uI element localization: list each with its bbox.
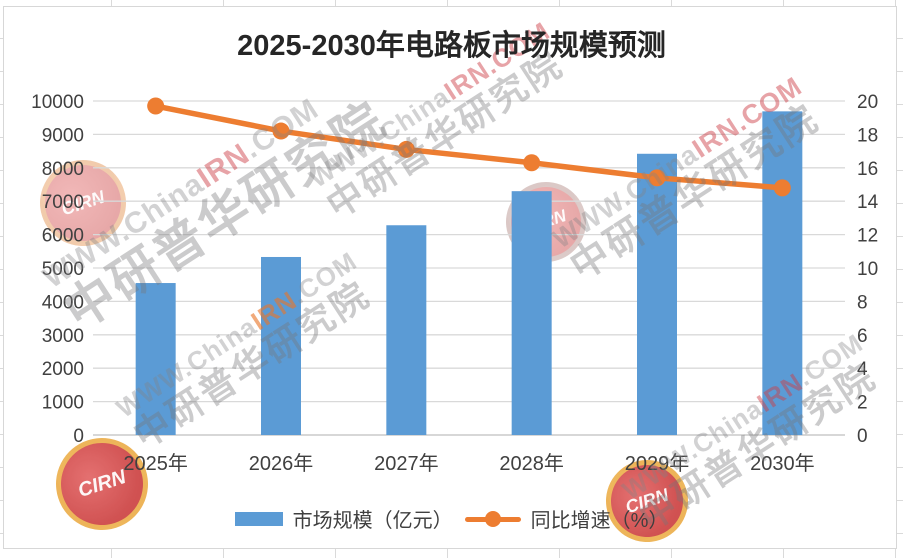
legend-item-line: 同比增速（%） bbox=[464, 504, 669, 533]
y-axis-label-left: 1000 bbox=[42, 393, 84, 414]
y-axis-label-left: 0 bbox=[73, 426, 84, 447]
bar bbox=[511, 191, 552, 435]
y-axis-label-left: 10000 bbox=[31, 92, 84, 113]
line-marker bbox=[272, 122, 290, 140]
y-axis-label-left: 5000 bbox=[42, 259, 84, 280]
y-axis-label-left: 2000 bbox=[42, 359, 84, 380]
line-marker bbox=[773, 179, 791, 197]
x-axis-label: 2026年 bbox=[249, 452, 314, 475]
line-marker bbox=[648, 169, 666, 187]
x-axis-label: 2030年 bbox=[750, 452, 815, 475]
x-axis-label: 2029年 bbox=[625, 452, 690, 475]
y-axis-label-right: 18 bbox=[857, 125, 878, 146]
legend-line-label: 同比增速（%） bbox=[530, 510, 669, 532]
trend-line bbox=[152, 103, 786, 191]
bar bbox=[261, 256, 301, 435]
legend-bar-swatch bbox=[234, 511, 283, 526]
y-axis-label-left: 6000 bbox=[42, 226, 84, 247]
bar bbox=[762, 111, 803, 435]
bar bbox=[135, 283, 176, 435]
x-axis-label: 2028年 bbox=[499, 452, 564, 475]
line-marker bbox=[523, 154, 541, 172]
y-axis-label-right: 10 bbox=[857, 259, 878, 280]
y-axis-label-left: 9000 bbox=[42, 125, 84, 146]
x-axis-label: 2025年 bbox=[123, 452, 188, 475]
legend-item-bar: 市场规模（亿元） bbox=[234, 504, 453, 533]
x-axis-label: 2027年 bbox=[374, 452, 439, 475]
y-axis-label-right: 12 bbox=[857, 226, 878, 247]
bar bbox=[637, 153, 677, 435]
y-axis-label-right: 6 bbox=[857, 326, 868, 347]
legend: 市场规模（亿元） 同比增速（%） bbox=[0, 504, 903, 533]
y-axis-label-left: 7000 bbox=[42, 192, 84, 213]
line-marker bbox=[397, 140, 415, 158]
y-axis-label-right: 20 bbox=[857, 92, 878, 113]
chart-title: 2025-2030年电路板市场规模预测 bbox=[237, 30, 666, 62]
y-axis-label-right: 16 bbox=[857, 159, 878, 180]
y-axis-label-right: 0 bbox=[857, 426, 868, 447]
y-axis-label-right: 2 bbox=[857, 393, 868, 414]
y-axis-label-left: 8000 bbox=[42, 159, 84, 180]
y-axis-label-right: 4 bbox=[857, 359, 868, 380]
y-axis-label-left: 3000 bbox=[42, 326, 84, 347]
line-marker bbox=[147, 97, 165, 115]
legend-bar-label: 市场规模（亿元） bbox=[292, 510, 453, 532]
legend-line-swatch bbox=[464, 510, 521, 528]
y-axis-label-right: 14 bbox=[857, 192, 879, 213]
chart-frame bbox=[3, 6, 897, 549]
y-axis-label-left: 4000 bbox=[42, 292, 84, 313]
bar bbox=[386, 225, 427, 435]
y-axis-label-right: 8 bbox=[857, 292, 868, 313]
